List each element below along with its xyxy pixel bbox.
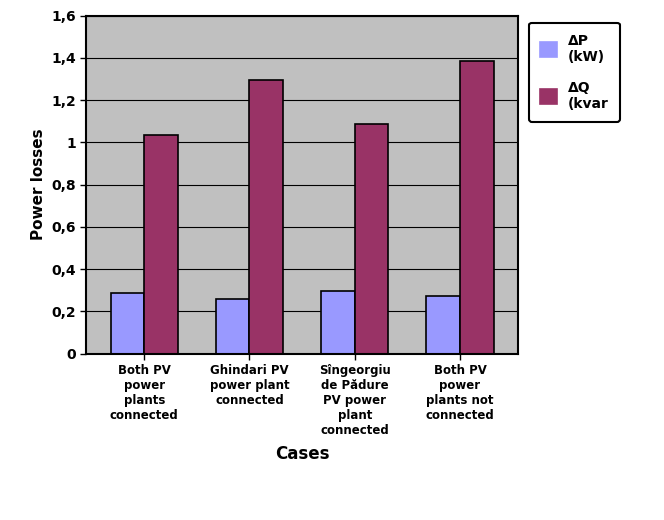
Bar xyxy=(144,135,178,354)
Legend: ΔP
(kW), ΔQ
(kvar: ΔP (kW), ΔQ (kvar xyxy=(529,22,620,122)
Bar xyxy=(216,298,250,354)
Bar xyxy=(355,124,388,354)
Bar xyxy=(426,295,460,354)
Bar xyxy=(460,61,494,354)
Bar xyxy=(110,293,144,354)
Y-axis label: Power losses: Power losses xyxy=(31,129,46,240)
X-axis label: Cases: Cases xyxy=(275,445,329,463)
Bar xyxy=(250,80,283,354)
Bar xyxy=(321,291,355,354)
